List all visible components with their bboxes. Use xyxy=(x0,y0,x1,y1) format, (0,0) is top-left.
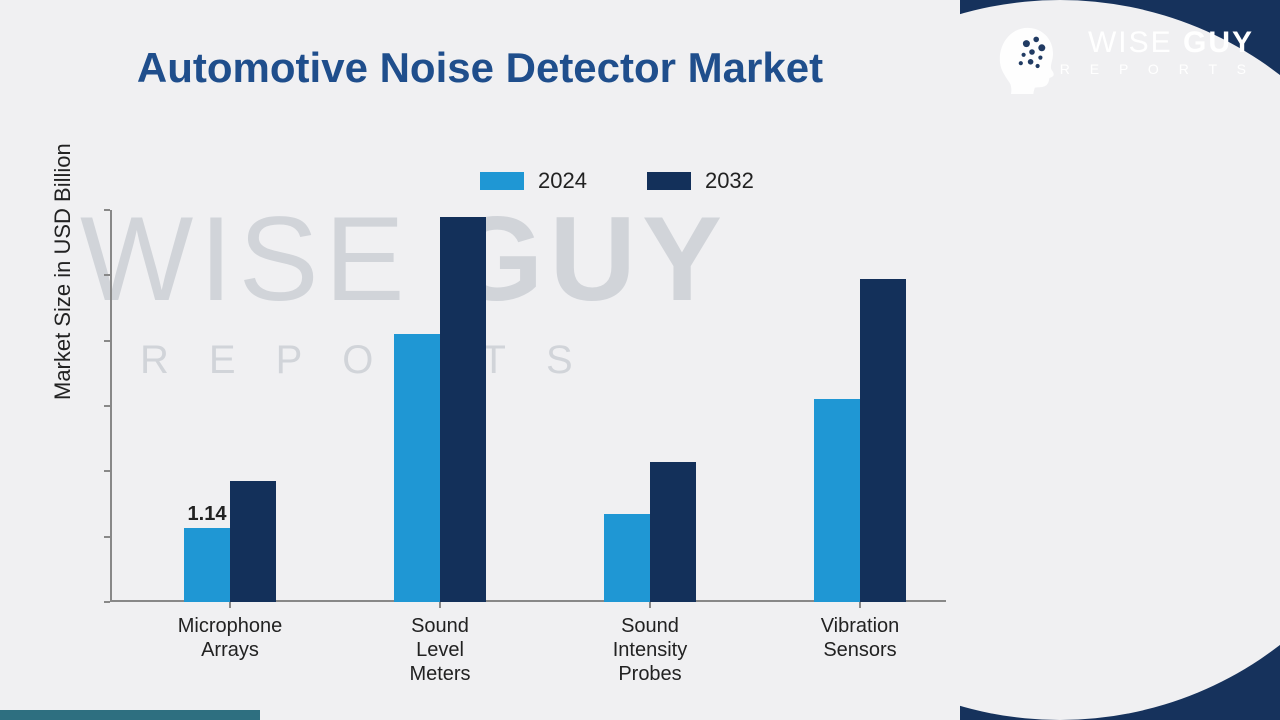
legend-item: 2024 xyxy=(480,168,587,194)
bar xyxy=(604,514,650,602)
brand-head-icon xyxy=(990,24,1060,94)
x-axis-label: MicrophoneArrays xyxy=(155,614,305,662)
legend-label: 2024 xyxy=(538,168,587,194)
x-tick xyxy=(859,602,861,608)
x-tick xyxy=(229,602,231,608)
y-tick xyxy=(104,470,110,472)
bar-chart: MicrophoneArraysSoundLevelMetersSoundInt… xyxy=(110,210,946,602)
brand-panel xyxy=(960,0,1280,720)
bar-value-label: 1.14 xyxy=(188,503,227,526)
bar-group xyxy=(604,462,696,602)
y-tick xyxy=(104,405,110,407)
legend-item: 2032 xyxy=(647,168,754,194)
y-axis-label: Market Size in USD Billion xyxy=(50,143,76,400)
bar xyxy=(440,217,486,602)
y-tick xyxy=(104,209,110,211)
y-tick xyxy=(104,536,110,538)
x-tick xyxy=(649,602,651,608)
bar xyxy=(230,481,276,602)
legend: 2024 2032 xyxy=(480,168,754,194)
y-tick xyxy=(104,274,110,276)
x-tick xyxy=(439,602,441,608)
y-tick xyxy=(104,340,110,342)
bar xyxy=(814,399,860,602)
brand-word2: GUY xyxy=(1183,26,1254,59)
x-axis-label: SoundIntensityProbes xyxy=(575,614,725,686)
bar xyxy=(184,528,230,602)
chart-card: WISE GUY REPORTS WISE GUY R E P O R T S … xyxy=(0,0,1280,720)
bar-group xyxy=(184,481,276,602)
brand-sub: R E P O R T S xyxy=(1060,62,1254,76)
brand-text: WISE GUY R E P O R T S xyxy=(1060,28,1254,76)
accent-bar xyxy=(0,710,260,720)
chart-title: Automotive Noise Detector Market xyxy=(0,44,960,92)
bar xyxy=(394,334,440,602)
legend-swatch xyxy=(647,172,691,190)
bar xyxy=(860,279,906,602)
x-axis-label: SoundLevelMeters xyxy=(365,614,515,686)
legend-swatch xyxy=(480,172,524,190)
bar-group xyxy=(394,217,486,602)
y-tick xyxy=(104,601,110,603)
x-axis-label: VibrationSensors xyxy=(785,614,935,662)
legend-label: 2032 xyxy=(705,168,754,194)
y-axis xyxy=(110,210,112,602)
brand-word1: WISE xyxy=(1088,26,1173,59)
bar xyxy=(650,462,696,602)
bar-group xyxy=(814,279,906,602)
